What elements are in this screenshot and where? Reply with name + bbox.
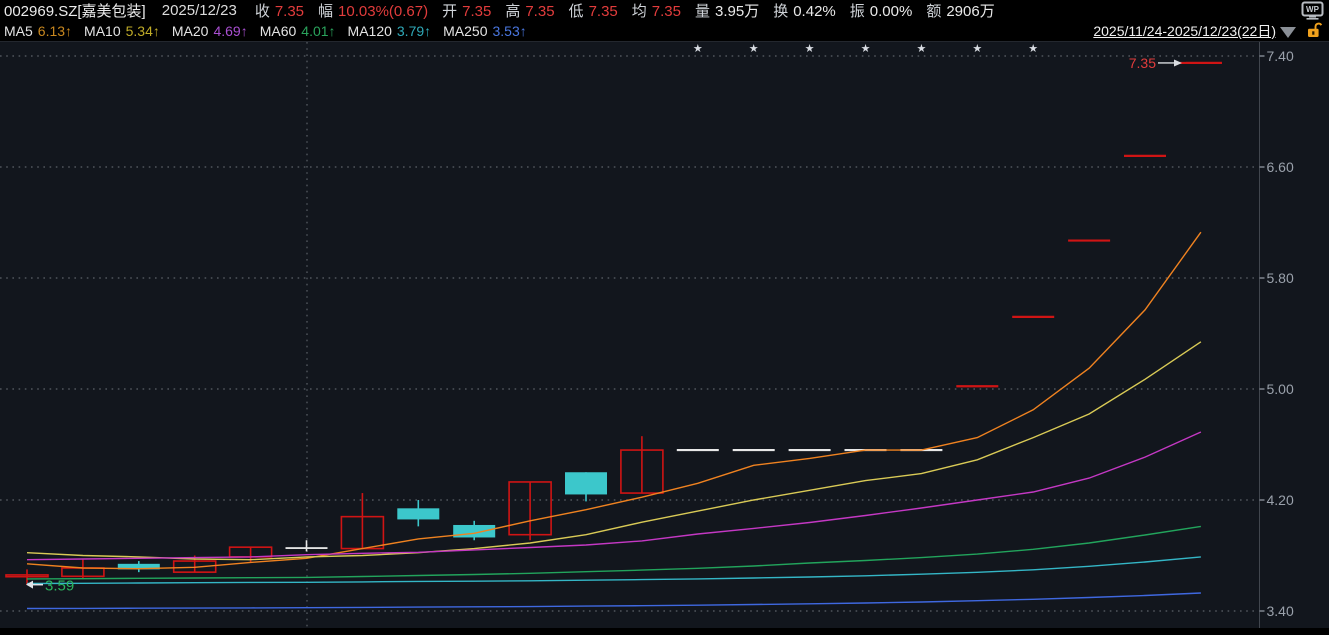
- low-marker: 3.59: [26, 578, 74, 595]
- quote-bar: 002969.SZ[嘉美包装] 2025/12/23 收 7.35 幅 10.03%(…: [0, 0, 1329, 21]
- down-candle: [565, 472, 607, 495]
- ma-legend-item: MA5 6.13↑: [4, 23, 73, 39]
- star-icon: ★: [749, 43, 759, 55]
- quote-field: 开 7.35: [442, 3, 492, 20]
- kline-chart[interactable]: ★ ★ ★ ★ ★ ★ ★ 3.59 7.35 7.40 6.60 5.80 5.00 4.20 3.40: [0, 42, 1329, 628]
- ma-legend-item: MA120 3.79↑: [347, 23, 432, 39]
- down-candle: [453, 524, 496, 538]
- ma250-line: [26, 592, 1201, 610]
- y-axis-tick-label: 4.20: [1267, 492, 1294, 508]
- ma20-line: [26, 431, 1202, 561]
- ma10-line: [26, 341, 1202, 561]
- star-icon: ★: [916, 43, 926, 55]
- y-axis-tick-label: 6.60: [1267, 159, 1294, 175]
- star-icon: ★: [1028, 43, 1038, 55]
- quote-field: 额 2906万: [926, 3, 995, 20]
- star-icon: ★: [861, 43, 871, 55]
- quote-field: 收 7.35: [254, 3, 305, 20]
- down-candle: [397, 508, 440, 520]
- stock-symbol: 002969.SZ[嘉美包装]: [4, 3, 146, 20]
- ma5-line: [26, 231, 1202, 570]
- ma-items: MA5 6.13↑ MA10 5.34↑ MA20 4.69↑ MA60 4.01↑ MA120…: [4, 23, 539, 39]
- quote-fields: 收 7.35 幅 10.03%(0.67) 开 7.35 高 7.35 低 7.35 均 7.35 量 3…: [241, 0, 995, 21]
- up-candle: [508, 481, 552, 536]
- low-price-label: 3.59: [45, 578, 74, 595]
- price-axis: 7.40 6.60 5.80 5.00 4.20 3.40: [1259, 42, 1294, 628]
- ma-legend-item: MA250 3.53↑: [443, 23, 527, 39]
- last-price-marker: 7.35: [1129, 55, 1222, 71]
- down-candle: [117, 563, 160, 570]
- quote-field: 振 0.00%: [849, 3, 913, 20]
- quote-field: 均 7.35: [631, 3, 681, 20]
- up-candle: [620, 449, 664, 494]
- star-icon: ★: [693, 43, 703, 55]
- arrow-right-icon: [1174, 59, 1182, 67]
- up-candle: [172, 560, 217, 573]
- y-axis-tick-label: 3.40: [1267, 603, 1294, 619]
- ma-legend-item: MA20 4.69↑: [171, 23, 248, 39]
- quote-field: 幅 10.03%(0.67): [318, 3, 429, 20]
- y-axis-tick-label: 5.80: [1267, 270, 1294, 286]
- quote-field: 量 3.95万: [694, 3, 760, 20]
- ma-legend-item: MA10 5.34↑: [84, 23, 160, 39]
- quote-field: 低 7.35: [568, 3, 618, 20]
- ma60-line: [26, 525, 1202, 580]
- star-markers: ★ ★ ★ ★ ★ ★ ★: [693, 43, 1038, 55]
- kline-svg: ★ ★ ★ ★ ★ ★ ★ 3.59 7.35 7.40 6.60 5.80 5.00 4.20 3.40: [0, 42, 1294, 628]
- wp-monitor-icon[interactable]: WP: [1299, 1, 1326, 24]
- svg-text:WP: WP: [1306, 5, 1320, 14]
- star-icon: ★: [805, 43, 815, 55]
- lock-icon[interactable]: [1306, 22, 1323, 42]
- y-axis-tick-label: 7.40: [1267, 48, 1294, 64]
- up-candle: [5, 574, 49, 578]
- bottom-strip: [0, 628, 1329, 635]
- quote-field: 换 0.42%: [773, 3, 836, 20]
- ma-legend-item: MA60 4.01↑: [259, 23, 336, 39]
- chevron-down-icon[interactable]: [1280, 26, 1296, 38]
- last-price-label: 7.35: [1129, 55, 1156, 71]
- grid-lines: [0, 42, 1259, 628]
- candles-layer: [5, 61, 1222, 585]
- ma120-line: [26, 556, 1201, 585]
- flat-candle: [285, 547, 328, 549]
- y-axis-tick-label: 5.00: [1267, 381, 1294, 397]
- date-range-selector[interactable]: 2025/11/24-2025/12/23(22日): [1093, 23, 1276, 39]
- ma-bar: MA5 6.13↑ MA10 5.34↑ MA20 4.69↑ MA60 4.01↑ MA120…: [0, 21, 1329, 42]
- star-icon: ★: [972, 43, 982, 55]
- trade-date: 2025/12/23: [161, 2, 237, 19]
- arrow-left-icon: [26, 580, 33, 589]
- quote-field: 高 7.35: [505, 3, 555, 20]
